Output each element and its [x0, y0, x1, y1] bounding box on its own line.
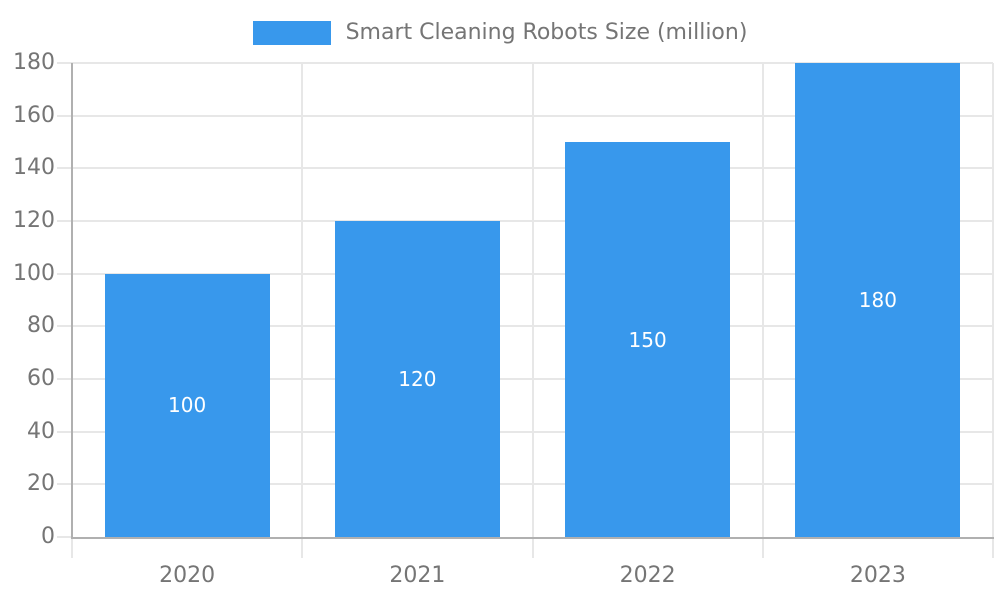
y-axis-line — [71, 63, 73, 539]
y-tick-label: 80 — [27, 313, 55, 339]
x-gridline — [301, 63, 304, 558]
x-gridline — [761, 63, 764, 558]
x-gridline — [531, 63, 534, 558]
bar-2022[interactable] — [565, 142, 731, 537]
y-tick-label: 180 — [13, 50, 55, 75]
legend[interactable]: Smart Cleaning Robots Size (million) — [0, 20, 1000, 46]
y-gridline — [57, 62, 993, 64]
legend-swatch — [252, 21, 331, 45]
bar-value-label: 100 — [168, 393, 207, 418]
y-tick-label: 140 — [13, 155, 55, 181]
x-tick-label-2020: 2020 — [159, 563, 216, 588]
y-tick-label: 100 — [13, 260, 55, 286]
x-axis-tick — [71, 537, 73, 558]
y-tick-label: 60 — [27, 366, 55, 391]
bar-2023[interactable] — [795, 63, 961, 537]
x-tick-label-2022: 2022 — [619, 563, 676, 588]
y-gridline — [57, 378, 993, 380]
y-gridline — [57, 167, 993, 170]
x-axis-line — [71, 537, 994, 539]
bar-2020[interactable] — [104, 273, 270, 537]
y-tick-label: 0 — [41, 524, 55, 549]
x-tick-label-2023: 2023 — [849, 563, 906, 588]
y-gridline — [57, 325, 993, 328]
y-gridline — [57, 272, 993, 275]
y-gridline — [57, 483, 993, 486]
legend-label: Smart Cleaning Robots Size (million) — [345, 20, 748, 45]
y-gridline — [57, 220, 993, 222]
y-tick-label: 160 — [13, 102, 55, 128]
y-tick-label: 40 — [27, 418, 55, 444]
y-tick-label: 20 — [27, 471, 55, 497]
bar-value-label: 120 — [398, 367, 437, 391]
x-gridline — [992, 63, 994, 558]
y-axis-tick — [57, 536, 72, 538]
y-tick-label: 120 — [13, 208, 55, 233]
y-gridline — [57, 114, 993, 117]
y-gridline — [57, 430, 993, 433]
bar-2021[interactable] — [334, 221, 500, 537]
bar-value-label: 150 — [628, 327, 667, 352]
bar-value-label: 180 — [858, 288, 897, 312]
x-tick-label-2021: 2021 — [389, 563, 446, 588]
